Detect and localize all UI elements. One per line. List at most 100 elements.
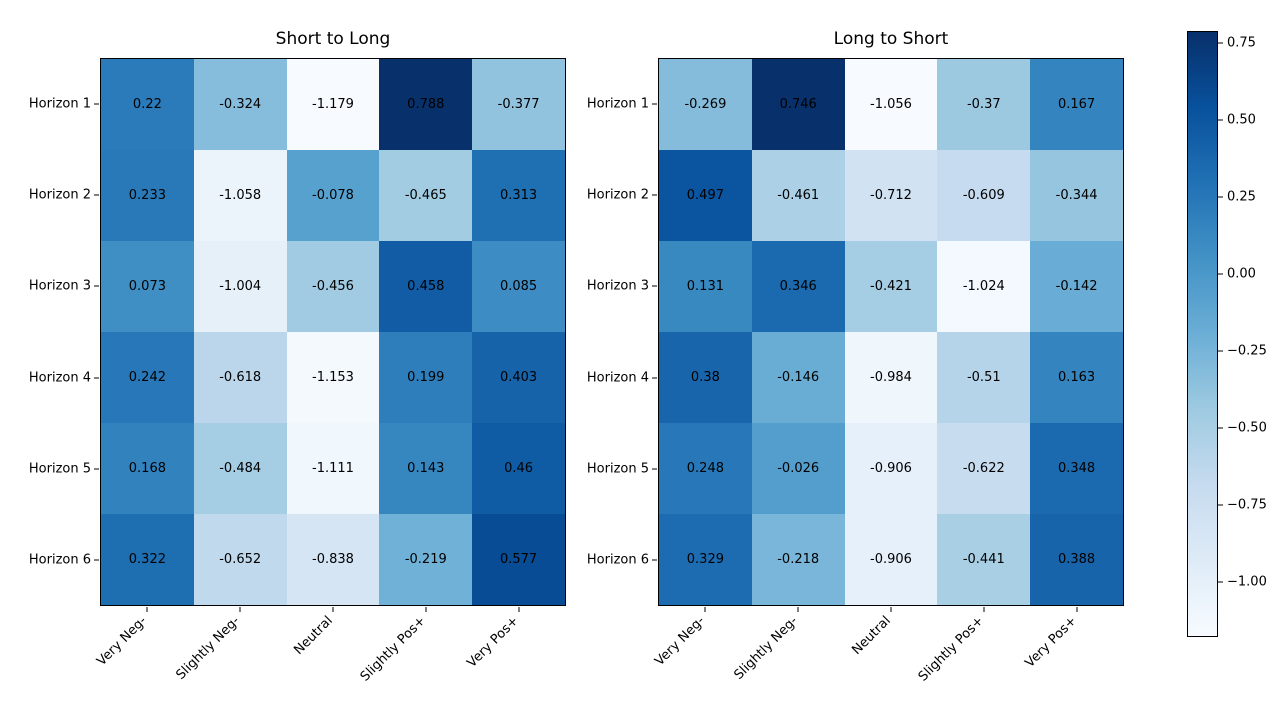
x-axis-tick bbox=[518, 607, 520, 612]
x-axis-tick bbox=[797, 607, 799, 612]
y-axis-label: Horizon 6 bbox=[28, 552, 91, 568]
heatmap-cell: -0.618 bbox=[193, 332, 287, 423]
heatmap-cell: 0.348 bbox=[1030, 423, 1123, 514]
y-axis-label: Horizon 3 bbox=[586, 278, 649, 294]
heatmap-cell: -1.153 bbox=[286, 332, 380, 423]
y-axis-tick bbox=[94, 468, 99, 470]
heatmap-cell: 0.248 bbox=[659, 423, 752, 514]
colorbar-tick bbox=[1218, 581, 1223, 583]
heatmap-cell: 0.788 bbox=[379, 59, 473, 150]
heatmap-cell: -0.441 bbox=[937, 514, 1031, 605]
x-axis-tick bbox=[983, 607, 985, 612]
y-axis-label: Horizon 4 bbox=[586, 370, 649, 386]
heatmap-cell: 0.746 bbox=[751, 59, 845, 150]
y-axis-tick bbox=[652, 285, 657, 287]
heatmap-cell: 0.403 bbox=[472, 332, 565, 423]
x-axis-label: Slightly Pos+ bbox=[357, 613, 430, 685]
y-axis-tick bbox=[652, 194, 657, 196]
y-axis-label: Horizon 6 bbox=[586, 552, 649, 568]
colorbar-tick-label: −0.50 bbox=[1227, 420, 1267, 436]
y-axis-label: Horizon 5 bbox=[28, 461, 91, 477]
x-axis-label: Neutral bbox=[849, 613, 894, 659]
heatmap-cell: -0.712 bbox=[844, 150, 938, 241]
heatmap-cell: -1.056 bbox=[844, 59, 938, 150]
y-axis-label: Horizon 5 bbox=[586, 461, 649, 477]
y-axis-tick bbox=[94, 194, 99, 196]
heatmap-cell: -0.461 bbox=[751, 150, 845, 241]
colorbar-tick bbox=[1218, 427, 1223, 429]
heatmap-cell: 0.143 bbox=[379, 423, 473, 514]
heatmap-short-to-long: Short to Long 0.22 -0.324 -1.179 0.788 -0.37… bbox=[29, 29, 566, 685]
heatmap-cell: 0.163 bbox=[1030, 332, 1123, 423]
right-heatmap-grid: -0.269 0.746 -1.056 -0.37 0.167 0.497 -0.461 -0… bbox=[658, 58, 1124, 606]
heatmap-cell: -0.984 bbox=[844, 332, 938, 423]
left-plot-title: Short to Long bbox=[275, 29, 391, 49]
colorbar: 0.75 0.50 0.25 0.00 −0.25 −0.50 −0.75 −1.00 bbox=[1187, 31, 1267, 637]
heatmap-cell: -0.37 bbox=[937, 59, 1031, 150]
colorbar-gradient bbox=[1187, 31, 1218, 637]
heatmap-cell: 0.073 bbox=[101, 241, 194, 332]
heatmap-cell: -0.218 bbox=[751, 514, 845, 605]
heatmap-cell: -0.146 bbox=[751, 332, 845, 423]
heatmap-cell: 0.085 bbox=[472, 241, 565, 332]
y-axis-label: Horizon 4 bbox=[28, 370, 91, 386]
heatmap-cell: -0.465 bbox=[379, 150, 473, 241]
heatmap-cell: 0.167 bbox=[1030, 59, 1123, 150]
heatmap-cell: 0.322 bbox=[101, 514, 194, 605]
x-axis-label: Very Pos+ bbox=[1022, 613, 1081, 671]
heatmap-long-to-short: Long to Short -0.269 0.746 -1.056 -0.37 0.16… bbox=[587, 29, 1124, 685]
y-axis-label: Horizon 2 bbox=[28, 187, 91, 203]
heatmap-cell: 0.313 bbox=[472, 150, 565, 241]
y-axis-label: Horizon 3 bbox=[28, 278, 91, 294]
heatmap-cell: -1.179 bbox=[286, 59, 380, 150]
heatmap-cell: -0.51 bbox=[937, 332, 1031, 423]
y-axis-tick bbox=[94, 559, 99, 561]
heatmap-cell: 0.577 bbox=[472, 514, 565, 605]
heatmap-cell: -0.456 bbox=[286, 241, 380, 332]
heatmap-cell: 0.22 bbox=[101, 59, 194, 150]
x-axis-tick bbox=[1076, 607, 1078, 612]
heatmap-cell: -1.024 bbox=[937, 241, 1031, 332]
heatmap-cell: -0.609 bbox=[937, 150, 1031, 241]
heatmap-cell: -0.622 bbox=[937, 423, 1031, 514]
x-axis-tick bbox=[332, 607, 334, 612]
colorbar-tick-label: 0.50 bbox=[1227, 112, 1256, 128]
heatmap-cell: -0.421 bbox=[844, 241, 938, 332]
heatmap-cell: -0.078 bbox=[286, 150, 380, 241]
colorbar-tick bbox=[1218, 42, 1223, 44]
x-axis-tick bbox=[146, 607, 148, 612]
heatmap-cell: 0.329 bbox=[659, 514, 752, 605]
x-axis-label: Very Neg- bbox=[93, 613, 150, 670]
x-axis-tick bbox=[704, 607, 706, 612]
heatmap-cell: 0.38 bbox=[659, 332, 752, 423]
heatmap-cell: 0.346 bbox=[751, 241, 845, 332]
heatmap-cell: -0.838 bbox=[286, 514, 380, 605]
heatmap-cell: 0.131 bbox=[659, 241, 752, 332]
colorbar-tick bbox=[1218, 273, 1223, 275]
x-axis-tick bbox=[239, 607, 241, 612]
colorbar-tick bbox=[1218, 119, 1223, 121]
heatmap-cell: -0.484 bbox=[193, 423, 287, 514]
y-axis-tick bbox=[94, 377, 99, 379]
x-axis-tick bbox=[425, 607, 427, 612]
heatmap-cell: 0.46 bbox=[472, 423, 565, 514]
left-heatmap-grid: 0.22 -0.324 -1.179 0.788 -0.377 0.233 -1.058 -0… bbox=[100, 58, 566, 606]
y-axis-tick bbox=[652, 377, 657, 379]
colorbar-tick-label: −0.25 bbox=[1227, 343, 1267, 359]
heatmap-cell: -0.324 bbox=[193, 59, 287, 150]
heatmap-cell: -0.906 bbox=[844, 514, 938, 605]
heatmap-cell: -0.344 bbox=[1030, 150, 1123, 241]
x-axis-label: Neutral bbox=[291, 613, 336, 659]
y-axis-tick bbox=[94, 285, 99, 287]
heatmap-cell: -1.004 bbox=[193, 241, 287, 332]
heatmap-cell: -0.219 bbox=[379, 514, 473, 605]
y-axis-tick bbox=[652, 559, 657, 561]
colorbar-tick bbox=[1218, 350, 1223, 352]
y-axis-label: Horizon 1 bbox=[28, 96, 91, 112]
heatmap-cell: -0.142 bbox=[1030, 241, 1123, 332]
colorbar-tick bbox=[1218, 196, 1223, 198]
x-axis-label: Very Pos+ bbox=[464, 613, 523, 671]
heatmap-cell: -0.026 bbox=[751, 423, 845, 514]
heatmap-cell: 0.388 bbox=[1030, 514, 1123, 605]
